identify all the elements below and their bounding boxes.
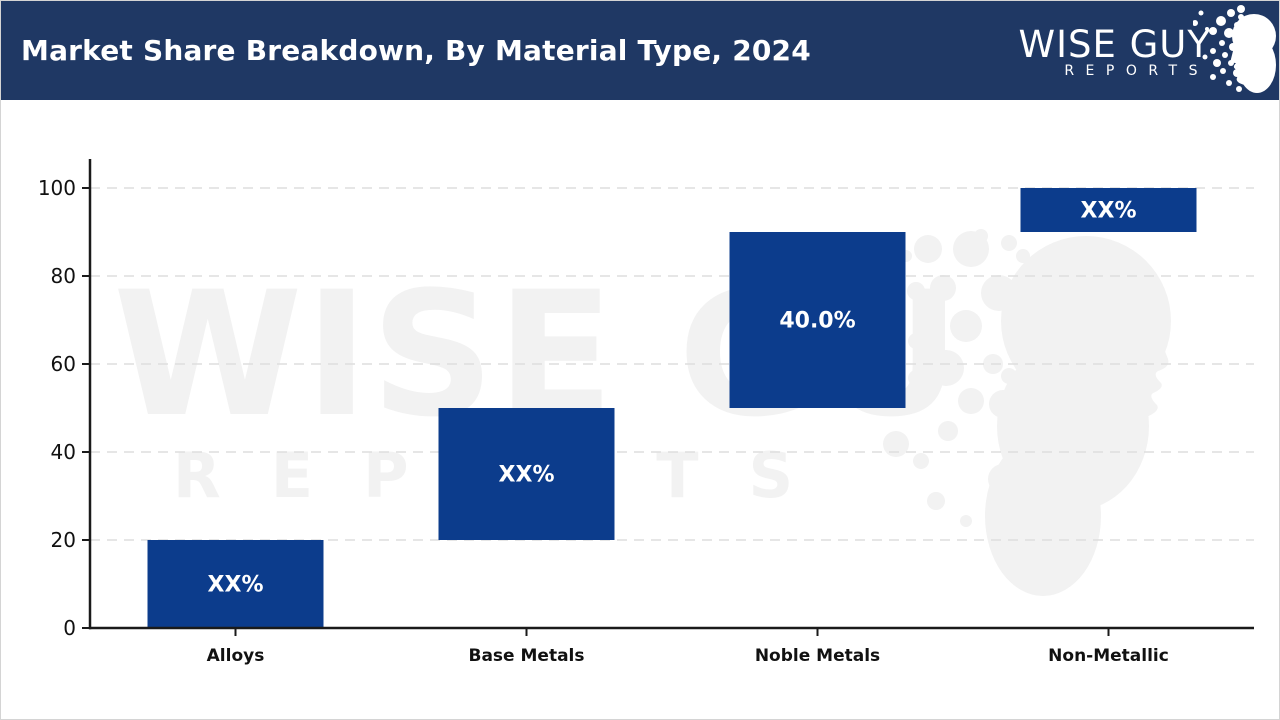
watermark-dot: [927, 492, 945, 510]
watermark-dot: [938, 421, 958, 441]
logo-reports-text: REPORTS: [1064, 63, 1209, 79]
watermark-dot: [960, 515, 972, 527]
logo-dot: [1220, 68, 1226, 74]
bar-value-label-noble-metals: 40.0%: [779, 309, 855, 334]
x-tick-label-non-metallic: Non-Metallic: [1048, 646, 1169, 666]
logo-face-icon: [1193, 5, 1276, 93]
logo-dot: [1210, 74, 1216, 80]
bar-value-label-non-metallic: XX%: [1081, 199, 1137, 224]
logo-wordmark: WISE GUY: [1018, 23, 1211, 66]
logo-dot: [1202, 54, 1208, 60]
x-tick-label-base-metals: Base Metals: [469, 646, 585, 666]
y-tick-label-100: 100: [38, 176, 76, 200]
logo-dot: [1205, 27, 1209, 31]
logo-dot: [1213, 59, 1221, 67]
watermark-dot: [913, 453, 929, 469]
y-tick-label-0: 0: [63, 616, 76, 640]
watermark-dot: [914, 235, 942, 263]
chart-title: Market Share Breakdown, By Material Type…: [21, 34, 811, 67]
y-tick-label-40: 40: [51, 440, 76, 464]
watermark-dot: [928, 350, 964, 386]
bar-noble-metals: [729, 232, 906, 408]
x-tick-label-alloys: Alloys: [207, 646, 265, 666]
watermark-dot: [950, 310, 982, 342]
logo-face-profile: [1230, 25, 1257, 87]
watermark-head-neck: [985, 436, 1101, 596]
logo-dot: [1237, 5, 1245, 13]
logo-face-group: [1193, 5, 1276, 93]
watermark-dot: [974, 229, 988, 243]
logo-dot: [1198, 10, 1204, 16]
y-tick-label-60: 60: [51, 352, 76, 376]
bar-value-label-base-metals: XX%: [499, 463, 555, 488]
logo-dot: [1236, 86, 1242, 92]
wise-guy-logo: WISE GUY REPORTS: [981, 1, 1279, 100]
watermark-dot: [930, 275, 956, 301]
x-tick-label-noble-metals: Noble Metals: [755, 646, 880, 666]
bar-value-label-alloys: XX%: [208, 573, 264, 598]
watermark-dot: [908, 333, 924, 349]
bar-non-metallic: [1020, 188, 1197, 232]
y-tick-label-80: 80: [51, 264, 76, 288]
logo-dot: [1210, 48, 1216, 54]
logo-dot: [1216, 16, 1226, 26]
logo-dot: [1226, 80, 1232, 86]
logo-dot: [1222, 52, 1228, 58]
watermark-dot: [908, 370, 924, 386]
watermark-dot: [883, 431, 909, 457]
y-tick-label-20: 20: [51, 528, 76, 552]
bar-base-metals: [438, 408, 615, 540]
watermark-dot: [907, 282, 925, 300]
header-banner: Market Share Breakdown, By Material Type…: [1, 1, 1279, 100]
logo-dot: [1209, 27, 1217, 35]
watermark-dot: [1001, 235, 1017, 251]
watermark-dot: [958, 388, 984, 414]
bar-alloys: [147, 540, 324, 628]
logo-dot: [1227, 9, 1235, 17]
watermark-face-profile: [1081, 271, 1169, 467]
logo-dot: [1219, 40, 1225, 46]
logo-dot: [1224, 28, 1234, 38]
watermark-dot: [1016, 249, 1030, 263]
logo-dot: [1193, 20, 1198, 26]
